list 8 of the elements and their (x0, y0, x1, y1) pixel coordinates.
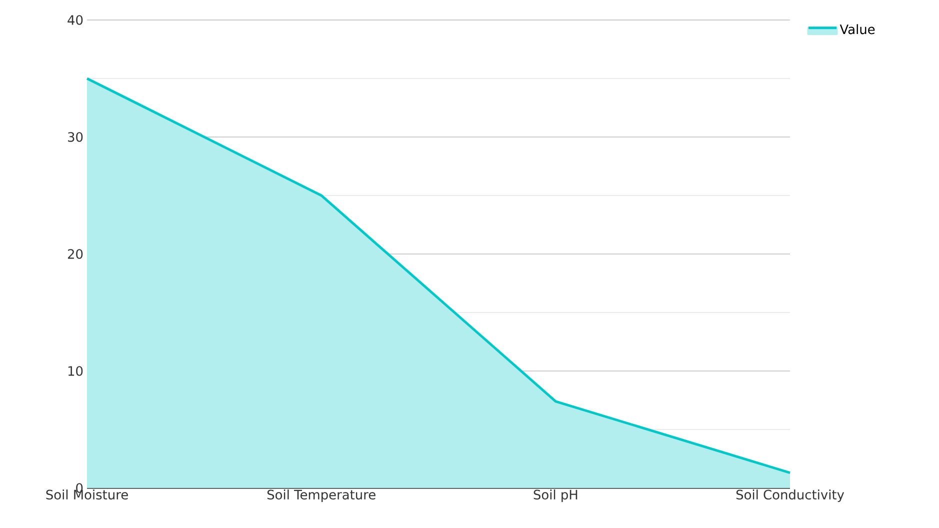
y-tick-label: 30 (68, 132, 83, 142)
y-tick-label: 10 (68, 366, 83, 376)
legend-label: Value (840, 24, 875, 34)
y-tick-label: 40 (68, 15, 83, 25)
x-tick-label: Soil Temperature (267, 490, 376, 502)
x-tick-label: Soil Conductivity (736, 490, 844, 502)
x-tick-label: Soil pH (534, 490, 578, 502)
y-tick-label: 20 (68, 249, 83, 259)
